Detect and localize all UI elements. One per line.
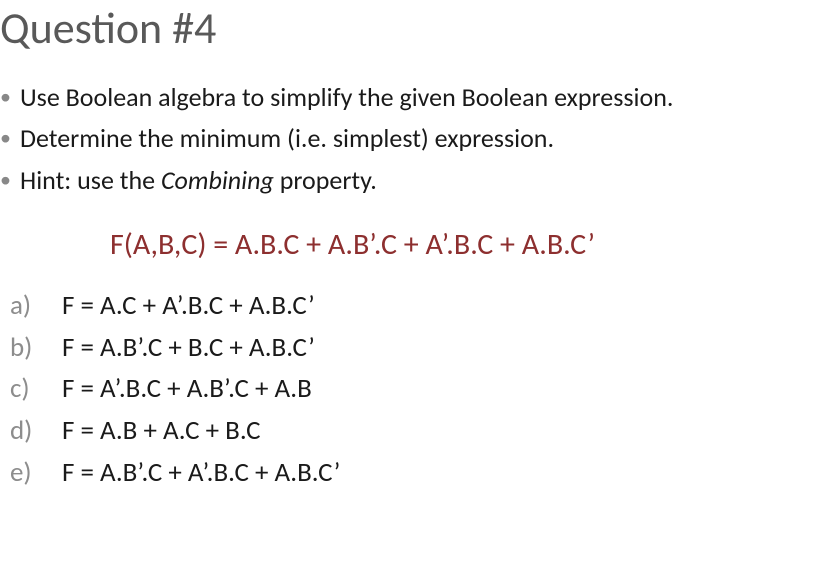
option-b[interactable]: b) F = A.B’.C + B.C + A.B.C’ — [10, 327, 840, 369]
option-a[interactable]: a) F = A.C + A’.B.C + A.B.C’ — [10, 285, 840, 327]
instruction-list: Use Boolean algebra to simplify the give… — [0, 80, 840, 203]
option-letter: e) — [10, 452, 50, 494]
option-letter: c) — [10, 368, 50, 410]
option-text: F = A.C + A’.B.C + A.B.C’ — [62, 289, 315, 322]
instruction-item: Hint: use the Combining property. — [0, 163, 840, 204]
option-e[interactable]: e) F = A.B’.C + A’.B.C + A.B.C’ — [10, 452, 840, 494]
option-text: F = A’.B.C + A.B’.C + A.B — [62, 372, 312, 405]
option-list: a) F = A.C + A’.B.C + A.B.C’ b) F = A.B’… — [0, 285, 840, 494]
option-letter: d) — [10, 410, 50, 452]
option-c[interactable]: c) F = A’.B.C + A.B’.C + A.B — [10, 368, 840, 410]
option-text: F = A.B + A.C + B.C — [62, 414, 261, 447]
hint-suffix: property. — [274, 164, 377, 196]
option-letter: a) — [10, 285, 50, 327]
option-text: F = A.B’.C + B.C + A.B.C’ — [62, 331, 315, 364]
question-title: Question #4 — [0, 0, 840, 52]
boolean-formula: F(A,B,C) = A.B.C + A.B’.C + A’.B.C + A.B… — [0, 222, 840, 267]
instruction-item: Use Boolean algebra to simplify the give… — [0, 80, 840, 121]
hint-prefix: Hint: use the — [20, 164, 161, 196]
instruction-item: Determine the minimum (i.e. simplest) ex… — [0, 121, 840, 162]
slide: Question #4 Use Boolean algebra to simpl… — [0, 0, 840, 585]
hint-italic: Combining — [161, 164, 274, 196]
option-d[interactable]: d) F = A.B + A.C + B.C — [10, 410, 840, 452]
option-text: F = A.B’.C + A’.B.C + A.B.C’ — [62, 456, 340, 489]
option-letter: b) — [10, 327, 50, 369]
